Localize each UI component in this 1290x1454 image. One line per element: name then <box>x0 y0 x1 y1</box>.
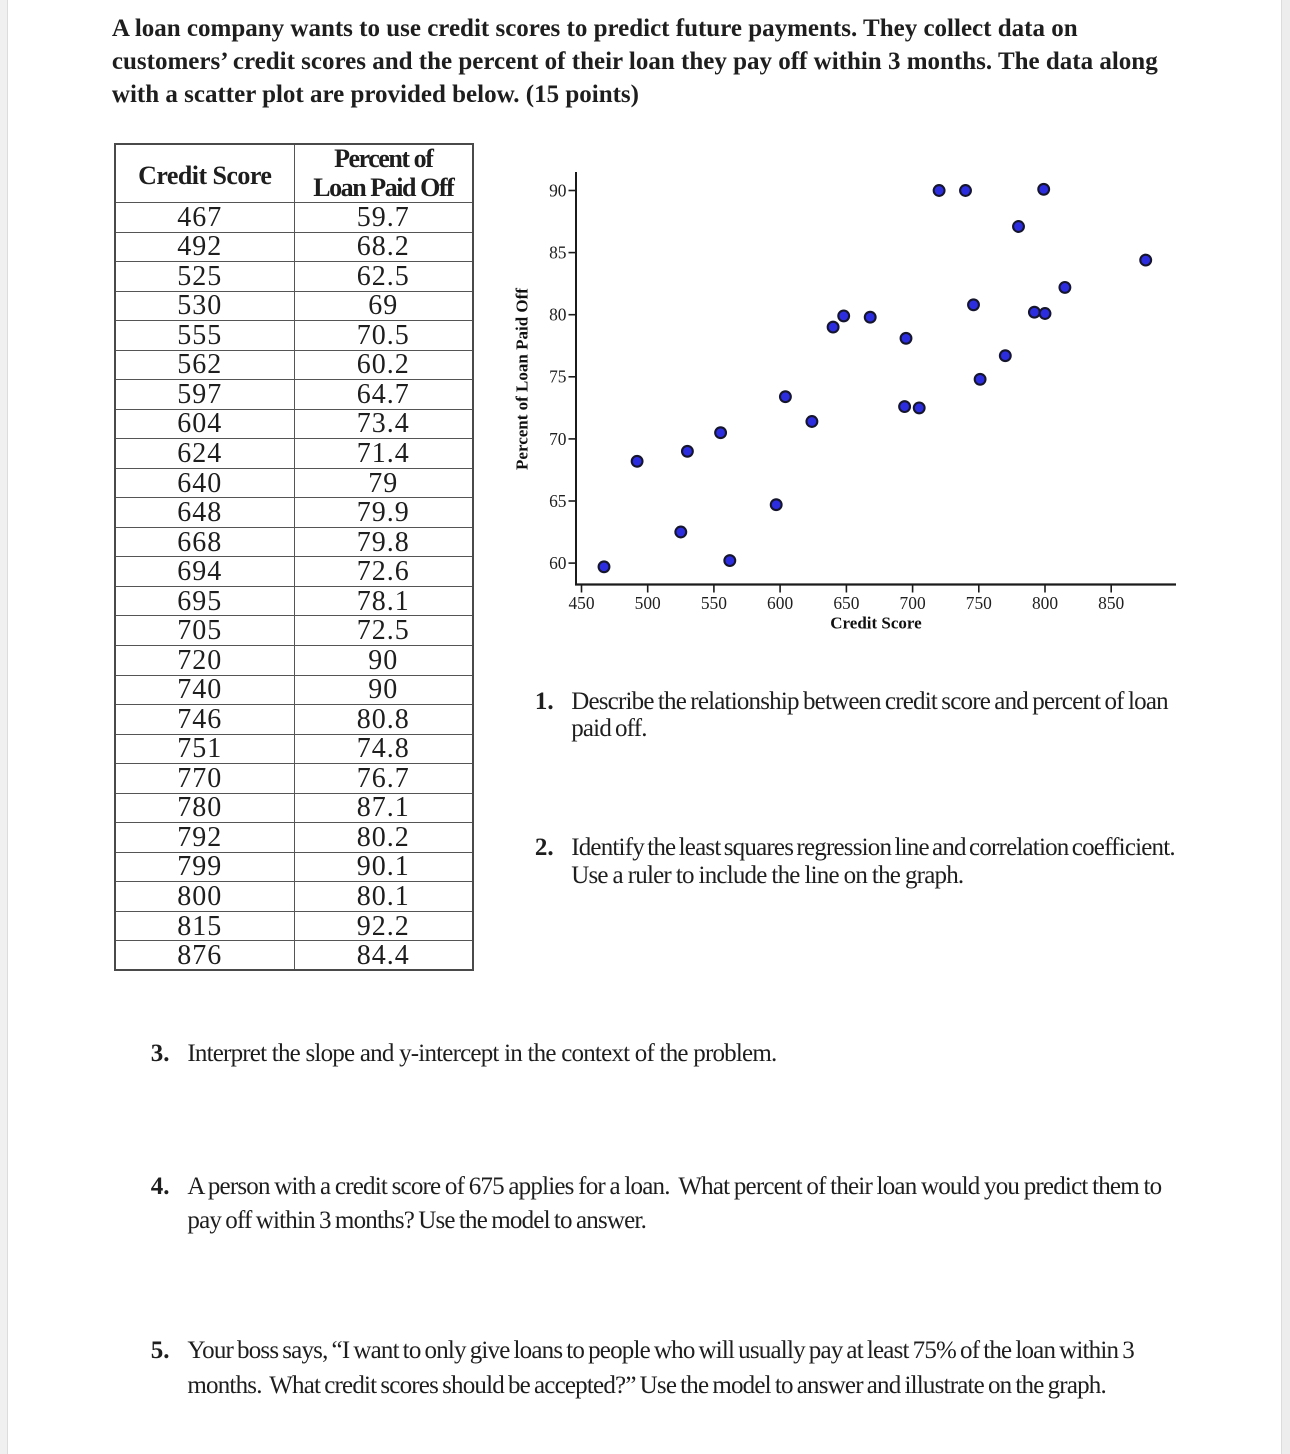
svg-text:70: 70 <box>549 429 567 449</box>
svg-text:85: 85 <box>549 243 567 263</box>
svg-text:75: 75 <box>549 367 567 387</box>
svg-text:600: 600 <box>767 593 793 613</box>
svg-text:500: 500 <box>635 593 661 613</box>
svg-text:800: 800 <box>1032 593 1058 613</box>
svg-text:Credit Score: Credit Score <box>830 614 922 633</box>
svg-text:450: 450 <box>568 593 594 613</box>
svg-text:550: 550 <box>701 593 727 613</box>
svg-text:60: 60 <box>549 553 567 573</box>
svg-text:65: 65 <box>549 491 567 511</box>
svg-text:Percent of Loan Paid Off: Percent of Loan Paid Off <box>512 288 531 470</box>
svg-text:650: 650 <box>833 593 859 613</box>
svg-text:80: 80 <box>549 305 567 325</box>
svg-text:700: 700 <box>900 593 926 613</box>
svg-text:90: 90 <box>549 180 567 200</box>
svg-text:750: 750 <box>966 593 992 613</box>
svg-text:850: 850 <box>1098 593 1124 613</box>
